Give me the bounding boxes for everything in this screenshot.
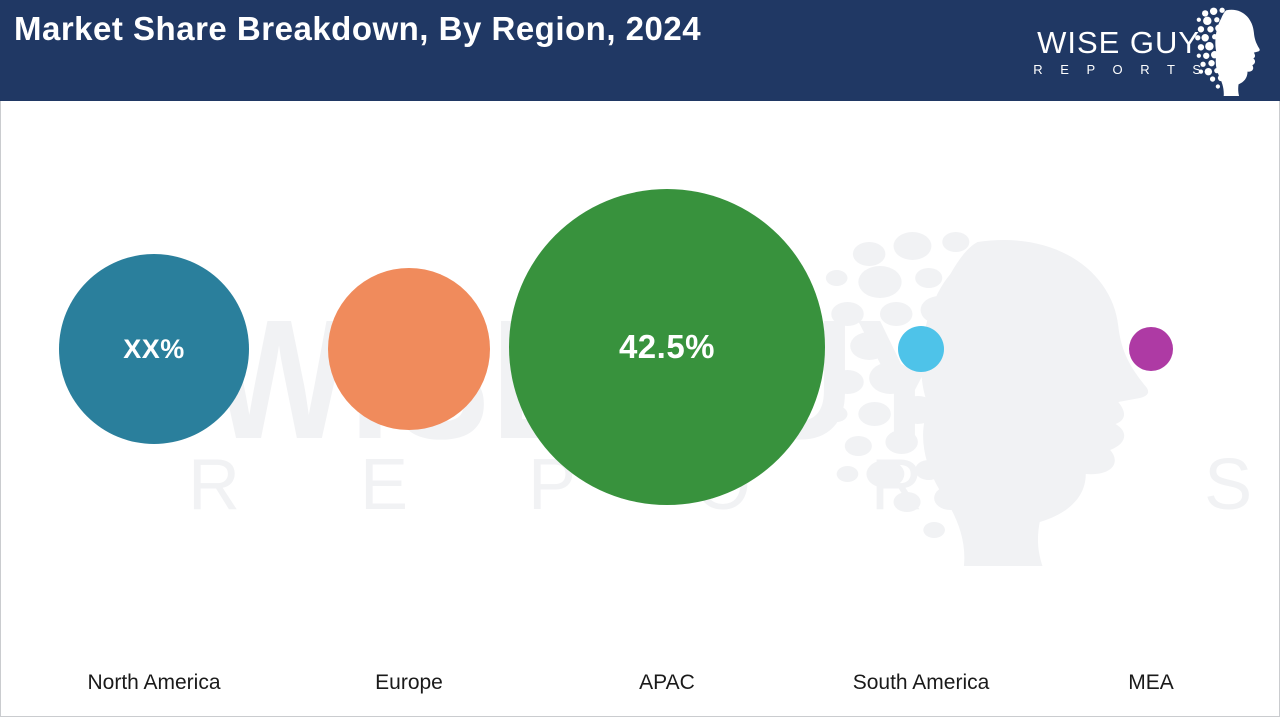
bubble-apac: 42.5% [509,189,825,505]
region-label-north-america: North America [87,671,221,694]
logo-subtext: R E P O R T S [1033,62,1208,77]
region-label-mea: MEA [1128,671,1174,694]
bubble-mea [1129,327,1173,371]
bubble-north-america: XX% [59,254,249,444]
bubble-europe [328,268,490,430]
region-label-south-america: South America [852,671,990,694]
logo-wordmark: WISE GUY [1037,25,1201,60]
wiseguy-logo-text: WISE GUY R E P O R T S [1029,25,1208,77]
bubble-value-label: 42.5% [618,328,716,365]
bubble-south-america [898,326,944,372]
region-label-apac: APAC [639,671,695,694]
bubble-value-label: XX% [123,333,185,364]
wiseguy-logo: WISE GUY R E P O R T S [1029,6,1266,96]
header-bar: Market Share Breakdown, By Region, 2024 … [0,0,1280,101]
region-label-europe: Europe [375,671,443,694]
page-title: Market Share Breakdown, By Region, 2024 [14,10,702,47]
